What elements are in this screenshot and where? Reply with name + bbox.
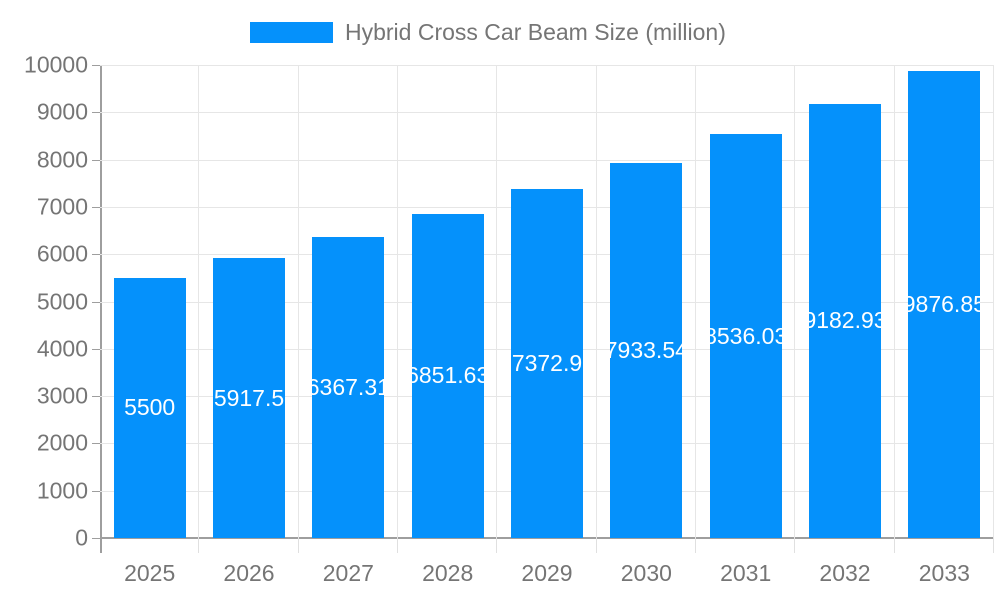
plot-area: 5500 5917.5 6367.31 6851.63 7372.9 7933.54 853… [100, 65, 994, 539]
y-axis-label: 7000 [36, 193, 88, 220]
legend-label: Hybrid Cross Car Beam Size (million) [345, 19, 726, 45]
bar-value-label: 7933.54 [610, 336, 683, 363]
v-gridline [794, 65, 796, 538]
v-gridline [297, 65, 299, 538]
x-axis-baseline [100, 537, 994, 539]
x-tick [695, 538, 696, 553]
bar[interactable]: 9182.93 [809, 103, 881, 538]
x-axis-label: 2032 [819, 560, 871, 586]
x-axis-label: 2028 [422, 560, 474, 586]
bar-value-label: 6367.31 [312, 373, 385, 400]
x-axis-label: 2027 [322, 560, 374, 586]
bar-value-label: 7372.9 [511, 350, 583, 377]
x-tick [993, 538, 994, 553]
y-axis-line [100, 65, 102, 553]
y-tick [92, 443, 100, 445]
y-tick [92, 206, 100, 208]
y-axis-label: 0 [75, 524, 88, 551]
bar[interactable]: 7372.9 [511, 189, 583, 538]
x-axis-label: 2026 [223, 560, 275, 586]
x-tick [397, 538, 398, 553]
v-gridline [397, 65, 398, 538]
y-axis-label: 10000 [24, 51, 88, 78]
y-axis-label: 8000 [36, 146, 88, 173]
v-gridline [695, 65, 696, 538]
v-gridline [198, 65, 200, 538]
bar[interactable]: 8536.03 [709, 134, 782, 538]
y-tick [92, 396, 100, 398]
x-axis-label: 2025 [124, 560, 176, 586]
y-tick [92, 254, 100, 256]
x-tick [297, 538, 299, 553]
bar[interactable]: 6367.31 [312, 236, 385, 538]
x-axis-label: 2029 [521, 560, 573, 586]
x-tick [893, 538, 895, 553]
x-tick [198, 538, 200, 553]
y-tick [92, 490, 100, 492]
h-gridline [100, 159, 994, 161]
h-gridline [100, 65, 994, 66]
y-tick [92, 159, 100, 161]
bar-value-label: 5500 [124, 394, 176, 421]
y-tick [92, 348, 100, 350]
v-gridline [496, 65, 498, 538]
v-gridline [993, 65, 994, 538]
x-axis-label: 2031 [720, 560, 772, 586]
y-axis-label: 4000 [36, 335, 88, 362]
bar[interactable]: 5500 [113, 277, 186, 538]
x-axis-label: 2033 [918, 560, 970, 586]
bar[interactable]: 5917.5 [213, 258, 285, 538]
bar[interactable]: 7933.54 [610, 162, 683, 538]
y-axis-label: 1000 [36, 477, 88, 504]
y-tick [92, 112, 100, 114]
bar[interactable]: 9876.85 [908, 70, 981, 538]
x-tick [595, 538, 597, 553]
x-tick [496, 538, 498, 553]
bar-value-label: 5917.5 [213, 384, 285, 411]
h-gridline [100, 112, 994, 114]
y-axis-label: 2000 [36, 429, 88, 456]
y-axis-label: 6000 [36, 240, 88, 267]
y-tick [92, 538, 100, 539]
x-tick [794, 538, 796, 553]
legend-swatch [250, 22, 333, 43]
bar-value-label: 8536.03 [709, 322, 782, 349]
y-tick [92, 301, 100, 303]
bar-value-label: 9182.93 [809, 307, 881, 334]
v-gridline [595, 65, 597, 538]
bar[interactable]: 6851.63 [411, 213, 484, 538]
x-axis-label: 2030 [620, 560, 672, 586]
bar-value-label: 6851.63 [411, 362, 484, 389]
y-tick [92, 65, 100, 66]
v-gridline [893, 65, 895, 538]
y-axis-label: 3000 [36, 382, 88, 409]
y-axis-label: 9000 [36, 98, 88, 125]
legend-item[interactable]: Hybrid Cross Car Beam Size (million) [250, 19, 726, 45]
y-axis-label: 5000 [36, 288, 88, 314]
bar-value-label: 9876.85 [908, 290, 981, 317]
